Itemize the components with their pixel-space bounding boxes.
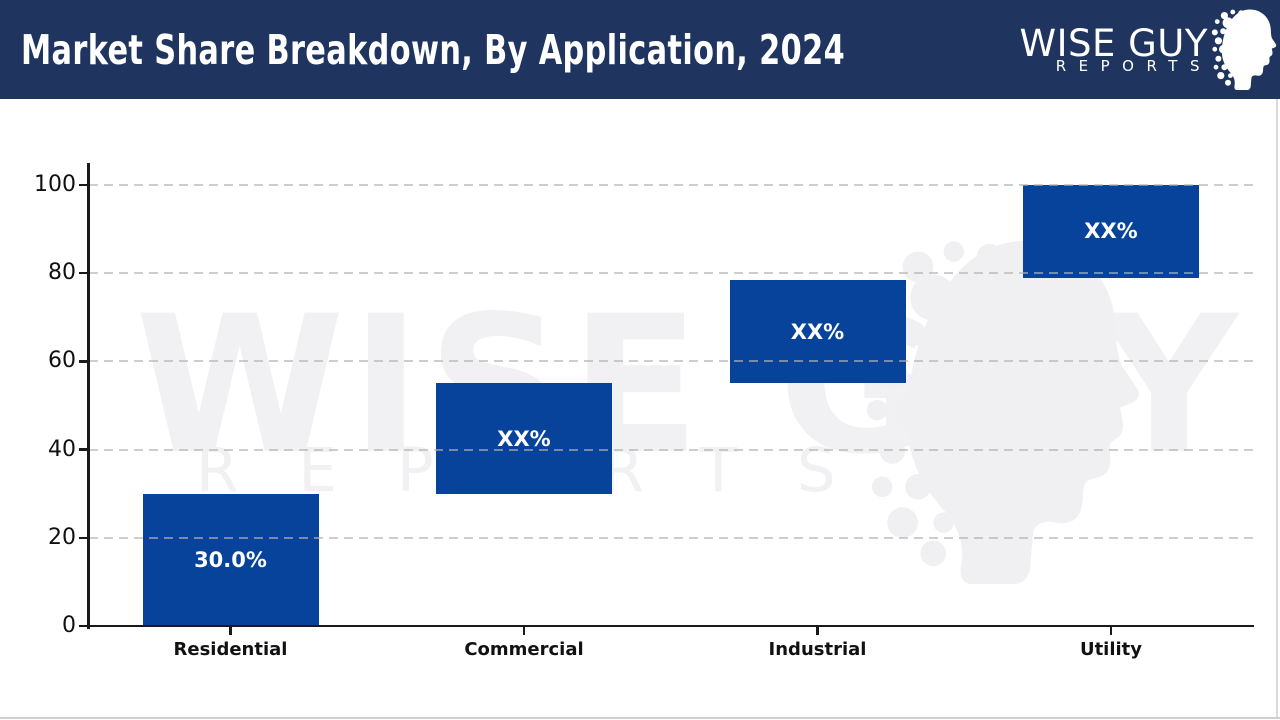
y-tick-label: 100 xyxy=(34,172,76,197)
x-axis-line xyxy=(87,624,1254,628)
y-axis-tick xyxy=(79,183,87,187)
gridline xyxy=(89,183,1254,187)
y-axis-tick xyxy=(79,272,87,275)
right-border-line xyxy=(1276,99,1278,719)
y-tick-label: 40 xyxy=(48,436,76,462)
y-tick-label: 20 xyxy=(48,524,76,550)
y-axis-tick xyxy=(79,536,87,539)
x-category-label: Residential xyxy=(173,639,288,660)
x-category-label: Industrial xyxy=(768,639,867,660)
bar-value-label: XX% xyxy=(1084,219,1138,244)
y-axis-line xyxy=(87,163,90,629)
y-axis-tick xyxy=(79,448,87,451)
logo-text-reports: REPORTS xyxy=(1055,57,1212,75)
logo-text-wiseguy: WISE GUY xyxy=(1019,22,1208,65)
x-axis-tick xyxy=(1109,627,1113,635)
header-bar: Market Share Breakdown, By Application, … xyxy=(0,0,1280,99)
gridline xyxy=(89,536,1254,539)
x-axis-tick xyxy=(816,627,819,635)
bar-utility xyxy=(1023,185,1199,278)
page-title: Market Share Breakdown, By Application, … xyxy=(21,25,846,74)
bar-value-label: 30.0% xyxy=(194,547,267,572)
x-category-label: Utility xyxy=(1079,639,1143,660)
gridline xyxy=(89,360,1254,363)
x-category-label: Commercial xyxy=(464,639,584,660)
bar-commercial xyxy=(436,383,612,494)
bar-value-label: XX% xyxy=(790,319,845,344)
y-axis-tick xyxy=(79,624,87,628)
bar-residential xyxy=(142,493,319,626)
y-tick-label: 60 xyxy=(48,348,76,374)
y-tick-label: 80 xyxy=(48,260,76,286)
logo-head-icon xyxy=(1211,9,1277,90)
bottom-border-line xyxy=(0,717,1280,719)
x-axis-tick xyxy=(229,627,232,635)
y-tick-label: 0 xyxy=(62,613,76,638)
bar-industrial xyxy=(729,279,906,384)
brand-logo: WISE GUY REPORTS xyxy=(1020,0,1278,99)
bar-value-label: XX% xyxy=(497,426,551,451)
gridline xyxy=(89,272,1254,275)
y-axis-tick xyxy=(79,360,87,363)
x-axis-tick xyxy=(522,627,526,635)
gridline xyxy=(89,448,1254,451)
